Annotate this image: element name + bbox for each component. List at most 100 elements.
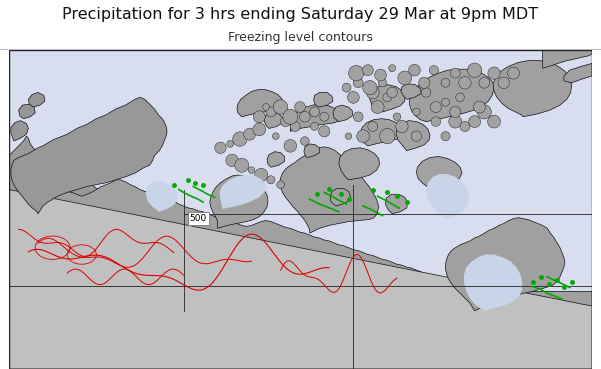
Circle shape: [254, 111, 265, 123]
Circle shape: [409, 64, 420, 76]
Circle shape: [507, 67, 519, 79]
Circle shape: [311, 123, 319, 131]
Polygon shape: [445, 218, 565, 311]
Polygon shape: [9, 180, 592, 314]
Circle shape: [421, 88, 431, 97]
Circle shape: [441, 132, 450, 141]
Polygon shape: [11, 97, 167, 214]
Circle shape: [368, 121, 378, 131]
Text: 500: 500: [189, 214, 207, 223]
Circle shape: [267, 176, 275, 184]
Polygon shape: [28, 93, 45, 107]
Polygon shape: [401, 84, 421, 99]
Circle shape: [477, 105, 492, 119]
Polygon shape: [564, 63, 592, 83]
Circle shape: [290, 121, 300, 131]
Circle shape: [255, 168, 268, 182]
Circle shape: [450, 106, 461, 117]
Circle shape: [276, 181, 284, 189]
Circle shape: [411, 131, 422, 141]
Circle shape: [362, 65, 373, 76]
Polygon shape: [370, 85, 405, 112]
Polygon shape: [385, 194, 407, 214]
Circle shape: [342, 83, 351, 92]
Circle shape: [283, 109, 298, 124]
Circle shape: [430, 101, 441, 113]
Circle shape: [353, 112, 363, 122]
Circle shape: [263, 104, 269, 111]
Circle shape: [380, 128, 395, 144]
Circle shape: [284, 139, 297, 152]
Circle shape: [266, 107, 276, 117]
Circle shape: [374, 69, 386, 81]
Circle shape: [243, 128, 255, 140]
Polygon shape: [146, 181, 178, 212]
Circle shape: [363, 80, 377, 95]
Polygon shape: [410, 69, 494, 122]
Circle shape: [371, 101, 384, 114]
Polygon shape: [396, 121, 430, 151]
Circle shape: [389, 65, 395, 72]
Circle shape: [498, 77, 510, 89]
Circle shape: [474, 101, 486, 113]
Circle shape: [379, 79, 386, 87]
Polygon shape: [11, 121, 28, 141]
Circle shape: [294, 102, 305, 113]
Polygon shape: [416, 156, 462, 190]
Circle shape: [226, 154, 238, 166]
Circle shape: [387, 87, 397, 98]
Polygon shape: [360, 119, 403, 146]
Circle shape: [383, 93, 392, 102]
Circle shape: [227, 141, 234, 147]
Circle shape: [459, 77, 471, 89]
Circle shape: [253, 123, 266, 136]
Circle shape: [456, 93, 465, 102]
Circle shape: [450, 68, 460, 78]
Polygon shape: [543, 50, 592, 68]
Circle shape: [349, 65, 364, 81]
Polygon shape: [426, 174, 469, 218]
Circle shape: [413, 108, 420, 115]
Polygon shape: [339, 148, 380, 180]
Polygon shape: [9, 190, 592, 369]
Polygon shape: [333, 105, 352, 122]
Circle shape: [299, 111, 310, 122]
Circle shape: [310, 107, 320, 117]
Circle shape: [431, 117, 441, 127]
Polygon shape: [219, 175, 266, 209]
Circle shape: [353, 78, 363, 88]
Polygon shape: [493, 61, 572, 117]
Polygon shape: [290, 104, 341, 131]
Circle shape: [320, 112, 329, 121]
Circle shape: [449, 115, 462, 128]
Circle shape: [393, 113, 401, 121]
Circle shape: [248, 167, 255, 173]
Circle shape: [356, 130, 370, 142]
Circle shape: [479, 77, 490, 88]
Polygon shape: [464, 255, 522, 311]
Polygon shape: [264, 113, 282, 128]
Polygon shape: [267, 152, 284, 167]
Circle shape: [487, 115, 501, 128]
Circle shape: [488, 67, 500, 79]
Text: Freezing level contours: Freezing level contours: [228, 31, 373, 44]
Circle shape: [273, 100, 288, 114]
Polygon shape: [210, 175, 268, 228]
Circle shape: [419, 77, 430, 88]
Polygon shape: [304, 144, 319, 158]
Circle shape: [215, 142, 226, 154]
Circle shape: [441, 79, 450, 87]
Circle shape: [395, 120, 408, 133]
Circle shape: [398, 71, 412, 85]
Polygon shape: [279, 147, 379, 233]
Circle shape: [319, 126, 330, 137]
Circle shape: [468, 63, 482, 77]
Polygon shape: [237, 90, 284, 117]
Circle shape: [469, 115, 481, 128]
Circle shape: [272, 133, 279, 139]
Circle shape: [460, 121, 470, 131]
Polygon shape: [330, 189, 350, 206]
Circle shape: [429, 66, 439, 75]
Circle shape: [367, 86, 379, 99]
Circle shape: [233, 132, 247, 146]
